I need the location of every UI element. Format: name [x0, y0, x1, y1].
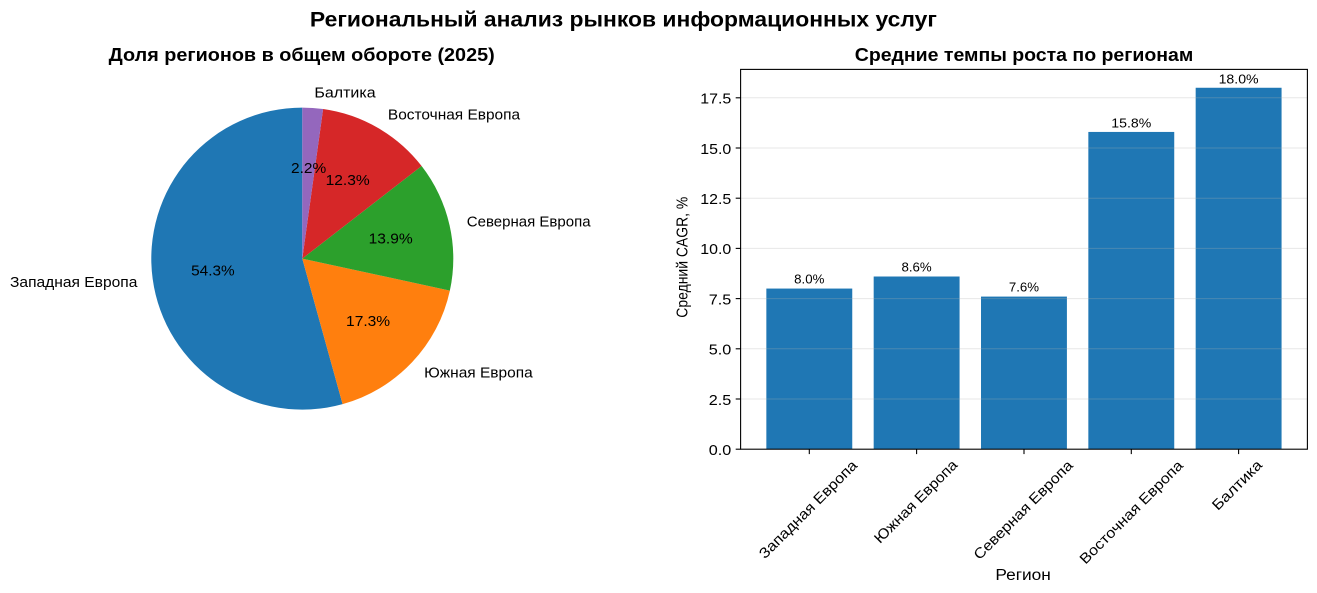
svg-text:7.6%: 7.6% — [1009, 280, 1040, 295]
svg-text:Северная Европа: Северная Европа — [467, 215, 592, 231]
svg-text:8.0%: 8.0% — [794, 272, 825, 287]
svg-text:17.5: 17.5 — [700, 92, 731, 108]
svg-text:17.3%: 17.3% — [346, 314, 390, 330]
svg-text:Средние темпы роста по региона: Средние темпы роста по регионам — [855, 45, 1194, 65]
svg-text:7.5: 7.5 — [709, 292, 732, 308]
svg-text:12.3%: 12.3% — [326, 173, 370, 189]
svg-text:2.2%: 2.2% — [291, 161, 326, 177]
svg-text:Регион: Регион — [995, 567, 1051, 584]
svg-text:Средний CAGR, %: Средний CAGR, % — [675, 196, 692, 317]
svg-text:15.8%: 15.8% — [1111, 116, 1151, 131]
svg-text:Доля регионов в общем обороте: Доля регионов в общем обороте (2025) — [109, 45, 495, 65]
svg-text:Южная Европа: Южная Европа — [424, 366, 533, 382]
svg-text:13.9%: 13.9% — [369, 232, 413, 248]
svg-text:15.0: 15.0 — [700, 142, 731, 158]
svg-text:0.0: 0.0 — [709, 443, 732, 459]
svg-text:18.0%: 18.0% — [1219, 72, 1259, 87]
svg-text:Западная Европа: Западная Европа — [10, 275, 138, 291]
svg-text:10.0: 10.0 — [700, 242, 731, 258]
svg-text:Восточная Европа: Восточная Европа — [388, 107, 521, 123]
svg-text:12.5: 12.5 — [700, 192, 731, 208]
svg-text:Балтика: Балтика — [314, 85, 376, 101]
svg-text:54.3%: 54.3% — [191, 264, 235, 280]
svg-text:8.6%: 8.6% — [902, 259, 933, 274]
svg-text:Региональный анализ рынков инф: Региональный анализ рынков информационны… — [310, 8, 937, 31]
svg-text:5.0: 5.0 — [709, 343, 732, 359]
svg-text:2.5: 2.5 — [709, 393, 732, 409]
